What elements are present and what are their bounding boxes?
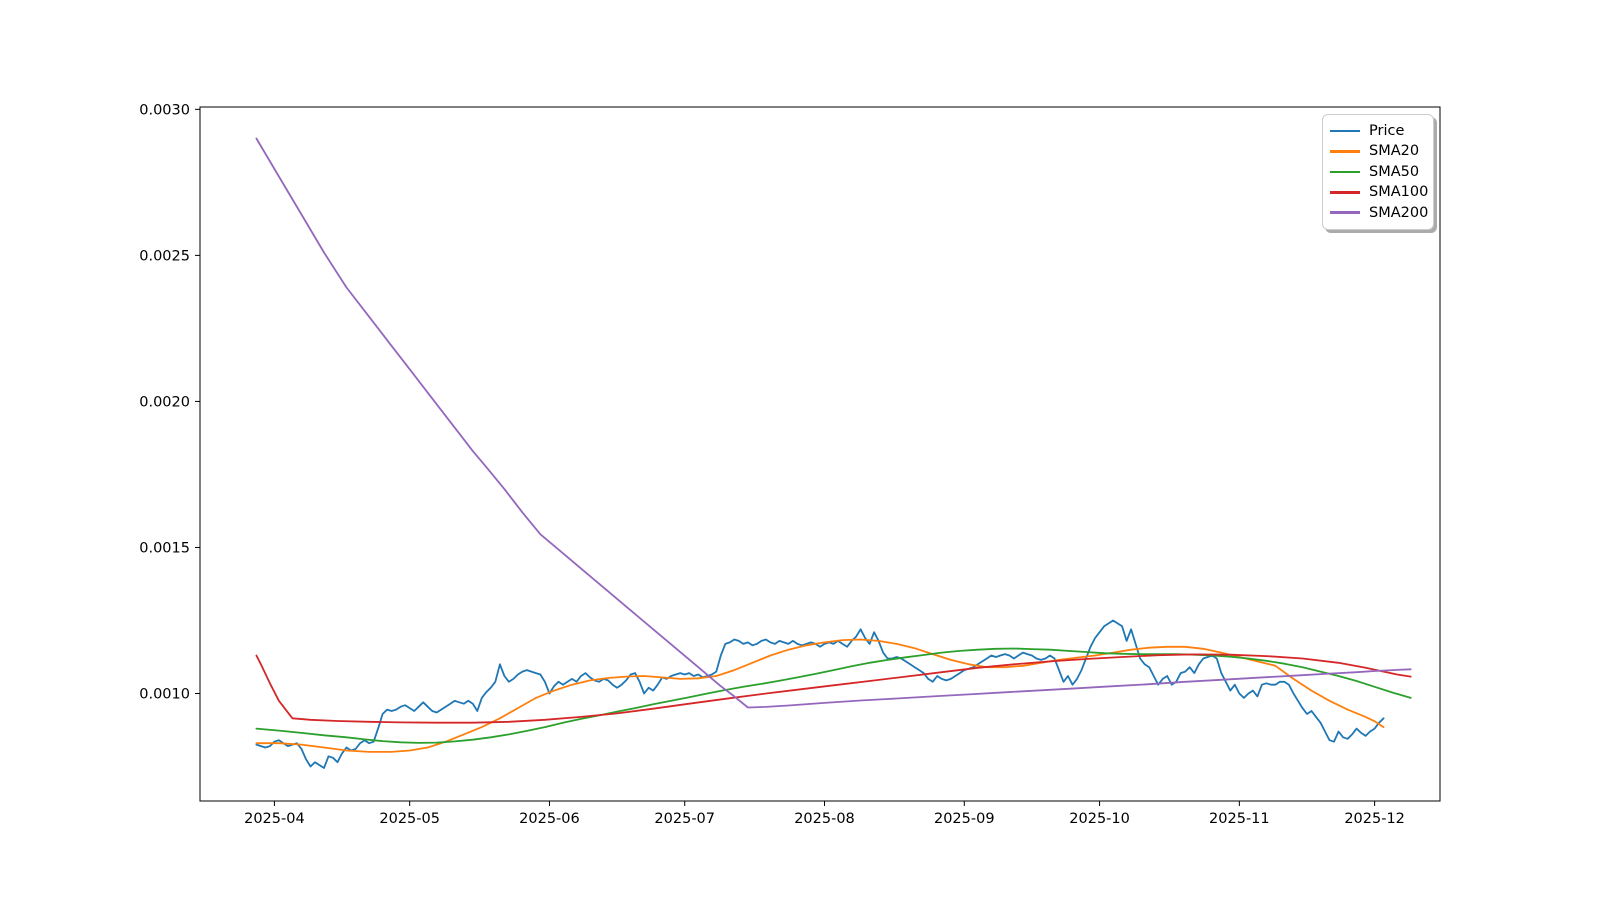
legend-swatch-sma100 (1330, 191, 1360, 194)
legend-label: SMA20 (1369, 143, 1420, 160)
series-line-price (255, 619, 1385, 769)
y-tick-label: 0.0010 (139, 687, 190, 703)
legend-swatch-sma50 (1330, 170, 1360, 174)
x-tick-label: 2025-09 (934, 811, 995, 827)
plot-frame (199, 106, 1441, 802)
series-line-sma100 (255, 653, 1412, 724)
legend-swatch-price (1330, 129, 1360, 133)
x-tick-label: 2025-05 (379, 811, 440, 827)
legend-label: SMA200 (1369, 204, 1429, 221)
legend-item: SMA20 (1330, 141, 1427, 161)
legend-item: SMA100 (1330, 182, 1429, 202)
x-tick-label: 2025-07 (654, 811, 715, 827)
legend-label: SMA50 (1369, 163, 1420, 180)
legend-swatch-sma200 (1330, 211, 1360, 215)
x-tick-label: 2025-04 (244, 811, 305, 827)
series-line-sma200 (255, 137, 1412, 709)
legend-label: SMA100 (1369, 184, 1429, 201)
x-tick-label: 2025-08 (794, 811, 855, 827)
legend-item: SMA50 (1330, 162, 1427, 182)
x-tick-label: 2025-12 (1344, 811, 1405, 827)
x-tick-label: 2025-11 (1209, 811, 1270, 827)
y-tick-label: 0.0030 (139, 102, 190, 118)
y-tick-label: 0.0015 (139, 540, 190, 556)
y-tick-label: 0.0020 (139, 394, 190, 410)
legend-label: Price (1369, 122, 1405, 139)
legend-item: SMA200 (1330, 203, 1429, 223)
legend-swatch-sma20 (1330, 150, 1360, 153)
legend: Price SMA20 SMA50 SMA100 SMA200 (1322, 114, 1434, 230)
legend-item: Price (1330, 121, 1427, 141)
y-tick-label: 0.0025 (139, 248, 190, 264)
series-line-sma50 (255, 647, 1412, 744)
series-line-sma20 (255, 638, 1385, 753)
x-tick-label: 2025-06 (519, 811, 580, 827)
x-tick-label: 2025-10 (1069, 811, 1130, 827)
